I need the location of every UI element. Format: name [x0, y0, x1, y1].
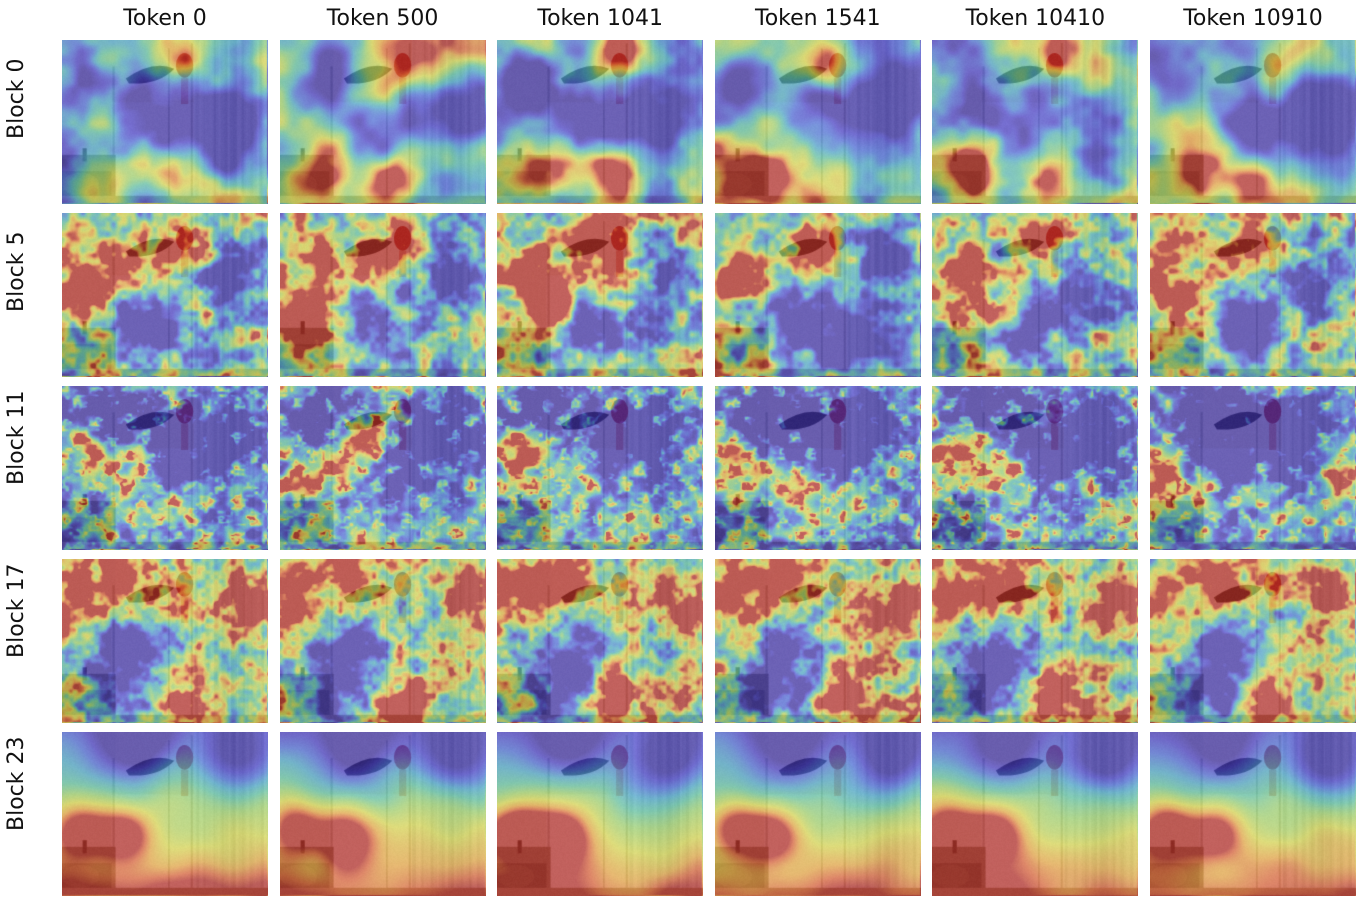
heatmap-cell-block-0-token-500	[279, 40, 486, 204]
column-header-token-1041: Token 1041	[537, 6, 663, 31]
heatmap-canvas	[714, 559, 921, 723]
heatmap-canvas	[62, 213, 268, 377]
row-label-block-0: Block 0	[0, 40, 34, 204]
heatmap-cell-block-0-token-10910	[1150, 40, 1356, 204]
heatmap-canvas	[62, 559, 268, 723]
heatmap-cell-block-0-token-10410	[932, 40, 1139, 204]
heatmap-canvas	[714, 732, 921, 896]
heatmap-cell-block-23-token-1041	[497, 732, 704, 896]
heatmap-cell-block-17-token-10910	[1150, 559, 1356, 723]
heatmap-cell-block-5-token-10410	[932, 213, 1139, 377]
heatmap-cell-block-11-token-1541	[714, 386, 921, 550]
heatmap-canvas	[279, 386, 486, 550]
heatmap-cell-block-0-token-1541	[714, 40, 921, 204]
heatmap-canvas	[1150, 386, 1356, 550]
heatmap-cell-block-23-token-1541	[714, 732, 921, 896]
heatmap-canvas	[1150, 40, 1356, 204]
heatmap-canvas	[1150, 213, 1356, 377]
heatmap-canvas	[932, 559, 1139, 723]
heatmap-cell-block-11-token-500	[279, 386, 486, 550]
heatmap-cell-block-17-token-10410	[932, 559, 1139, 723]
heatmap-cell-block-0-token-0	[62, 40, 268, 204]
heatmap-cell-block-17-token-500	[279, 559, 486, 723]
heatmap-canvas	[714, 386, 921, 550]
column-header-token-10910: Token 10910	[1183, 6, 1323, 31]
heatmap-canvas	[279, 213, 486, 377]
heatmap-canvas	[279, 40, 486, 204]
row-label-block-11: Block 11	[0, 386, 34, 550]
heatmap-cell-block-23-token-500	[279, 732, 486, 896]
heatmap-cell-block-5-token-0	[62, 213, 268, 377]
heatmap-cell-block-11-token-1041	[497, 386, 704, 550]
heatmap-canvas	[497, 40, 704, 204]
heatmap-canvas	[497, 732, 704, 896]
heatmap-canvas	[497, 213, 704, 377]
heatmap-canvas	[62, 386, 268, 550]
heatmap-canvas	[497, 559, 704, 723]
heatmap-canvas	[279, 732, 486, 896]
heatmap-cell-block-17-token-1041	[497, 559, 704, 723]
heatmap-canvas	[932, 732, 1139, 896]
heatmap-cell-block-5-token-500	[279, 213, 486, 377]
heatmap-cell-block-17-token-1541	[714, 559, 921, 723]
heatmap-canvas	[279, 559, 486, 723]
heatmap-cell-block-23-token-0	[62, 732, 268, 896]
heatmap-canvas	[497, 386, 704, 550]
column-header-token-1541: Token 1541	[755, 6, 881, 31]
heatmap-cell-block-11-token-10910	[1150, 386, 1356, 550]
heatmap-cell-block-11-token-0	[62, 386, 268, 550]
column-header-token-500: Token 500	[326, 6, 439, 31]
heatmap-cell-block-0-token-1041	[497, 40, 704, 204]
heatmap-canvas	[1150, 732, 1356, 896]
heatmap-canvas	[714, 213, 921, 377]
heatmap-canvas	[62, 40, 268, 204]
heatmap-cell-block-5-token-1541	[714, 213, 921, 377]
heatmap-canvas	[932, 213, 1139, 377]
heatmap-cell-block-23-token-10410	[932, 732, 1139, 896]
heatmap-cell-block-11-token-10410	[932, 386, 1139, 550]
column-header-token-0: Token 0	[123, 6, 207, 31]
heatmap-canvas	[1150, 559, 1356, 723]
column-header-token-10410: Token 10410	[965, 6, 1106, 31]
heatmap-canvas	[62, 732, 268, 896]
heatmap-cell-block-17-token-0	[62, 559, 268, 723]
heatmap-canvas	[932, 386, 1139, 550]
heatmap-cell-block-23-token-10910	[1150, 732, 1356, 896]
heatmap-cell-block-5-token-10910	[1150, 213, 1356, 377]
heatmap-cell-block-5-token-1041	[497, 213, 704, 377]
heatmap-canvas	[714, 40, 921, 204]
row-label-block-5: Block 5	[0, 213, 34, 377]
row-label-block-17: Block 17	[0, 559, 34, 723]
heatmap-canvas	[932, 40, 1139, 204]
row-label-block-23: Block 23	[0, 732, 34, 896]
